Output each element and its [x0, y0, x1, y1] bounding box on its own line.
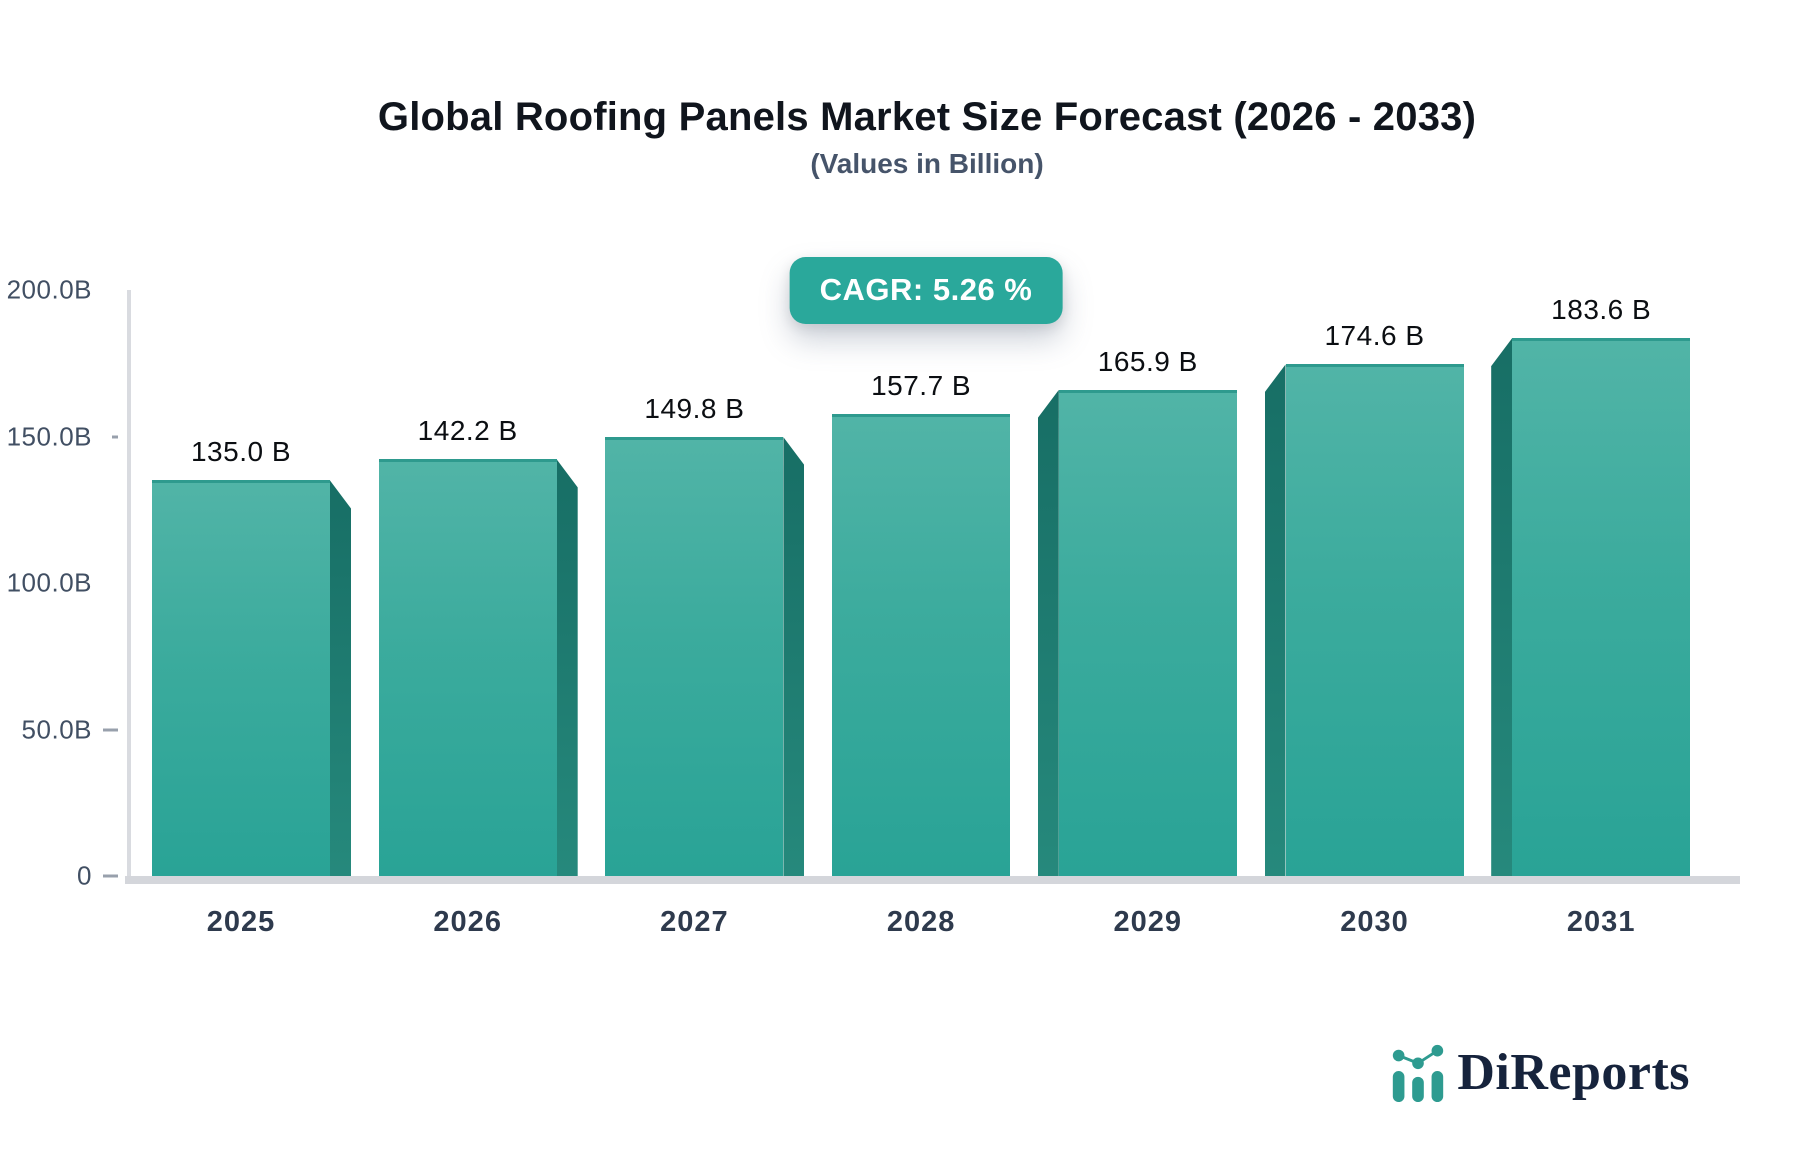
- bar-face: [832, 413, 1011, 876]
- bar-face: [1058, 389, 1237, 876]
- chart-title: Global Roofing Panels Market Size Foreca…: [377, 95, 1477, 139]
- x-axis-line: [125, 876, 1740, 884]
- bar-value-label: 149.8 B: [644, 393, 745, 425]
- x-axis-label: 2025: [206, 906, 276, 938]
- x-axis-label: 2029: [1113, 906, 1183, 938]
- y-axis-tick: [112, 435, 118, 438]
- x-axis-label: 2026: [433, 906, 502, 938]
- x-axis-label: 2028: [886, 906, 956, 938]
- bar-face: [1512, 338, 1691, 876]
- x-axis-labels: 2025 2026 2027 2028 2029 2030 2031: [130, 906, 1740, 948]
- bar-side-face: [556, 459, 578, 876]
- y-axis-tick: [103, 874, 118, 878]
- bar-value-label: 135.0 B: [190, 436, 292, 468]
- bar-value-label: 183.6 B: [1551, 294, 1652, 326]
- brand-logo: DiReports: [1387, 1040, 1690, 1104]
- bar-face: [152, 480, 330, 876]
- bar-side-face: [1264, 364, 1286, 876]
- bar-side-face: [1491, 338, 1513, 876]
- cagr-badge: CAGR: 5.26 %: [789, 257, 1063, 324]
- y-axis-label: 100.0B: [6, 567, 92, 598]
- brand-logo-text: DiReports: [1457, 1043, 1690, 1101]
- bar-value-label: 165.9 B: [1097, 345, 1198, 377]
- bar-value-label: 142.2 B: [417, 415, 518, 447]
- y-axis-label: 200.0B: [6, 274, 92, 305]
- y-axis-tick: [103, 728, 118, 731]
- bar-face: [605, 437, 784, 876]
- bar-face: [1285, 364, 1464, 876]
- bars-layer: 135.0 B 142.2 B 149.8 B 157.7 B 165.9 B 174.6…: [130, 290, 1740, 876]
- x-axis-label: 2030: [1340, 906, 1409, 938]
- x-axis-label: 2031: [1566, 906, 1636, 938]
- bar-side-face: [783, 437, 805, 876]
- bar-side-face: [330, 480, 351, 876]
- bar-value-label: 174.6 B: [1324, 320, 1425, 352]
- bar-face: [378, 459, 557, 876]
- x-axis-label: 2027: [660, 906, 729, 938]
- bar-side-face: [1037, 389, 1059, 876]
- cagr-badge-label: CAGR: 5.26 %: [819, 272, 1033, 307]
- y-axis-label: 50.0B: [21, 714, 92, 744]
- bar-line-chart-icon: [1393, 1044, 1444, 1103]
- y-axis-line: [127, 290, 131, 876]
- bar-value-label: 157.7 B: [871, 369, 972, 401]
- y-axis-label: 150.0B: [6, 421, 92, 451]
- y-axis: 200.0B 150.0B 100.0B 50.0B 0: [0, 275, 118, 891]
- plot-area: 135.0 B 142.2 B 149.8 B 157.7 B 165.9 B 174.6…: [125, 290, 1740, 884]
- chart-subtitle: (Values in Billion): [810, 148, 1044, 179]
- y-axis-label: 0: [77, 860, 92, 891]
